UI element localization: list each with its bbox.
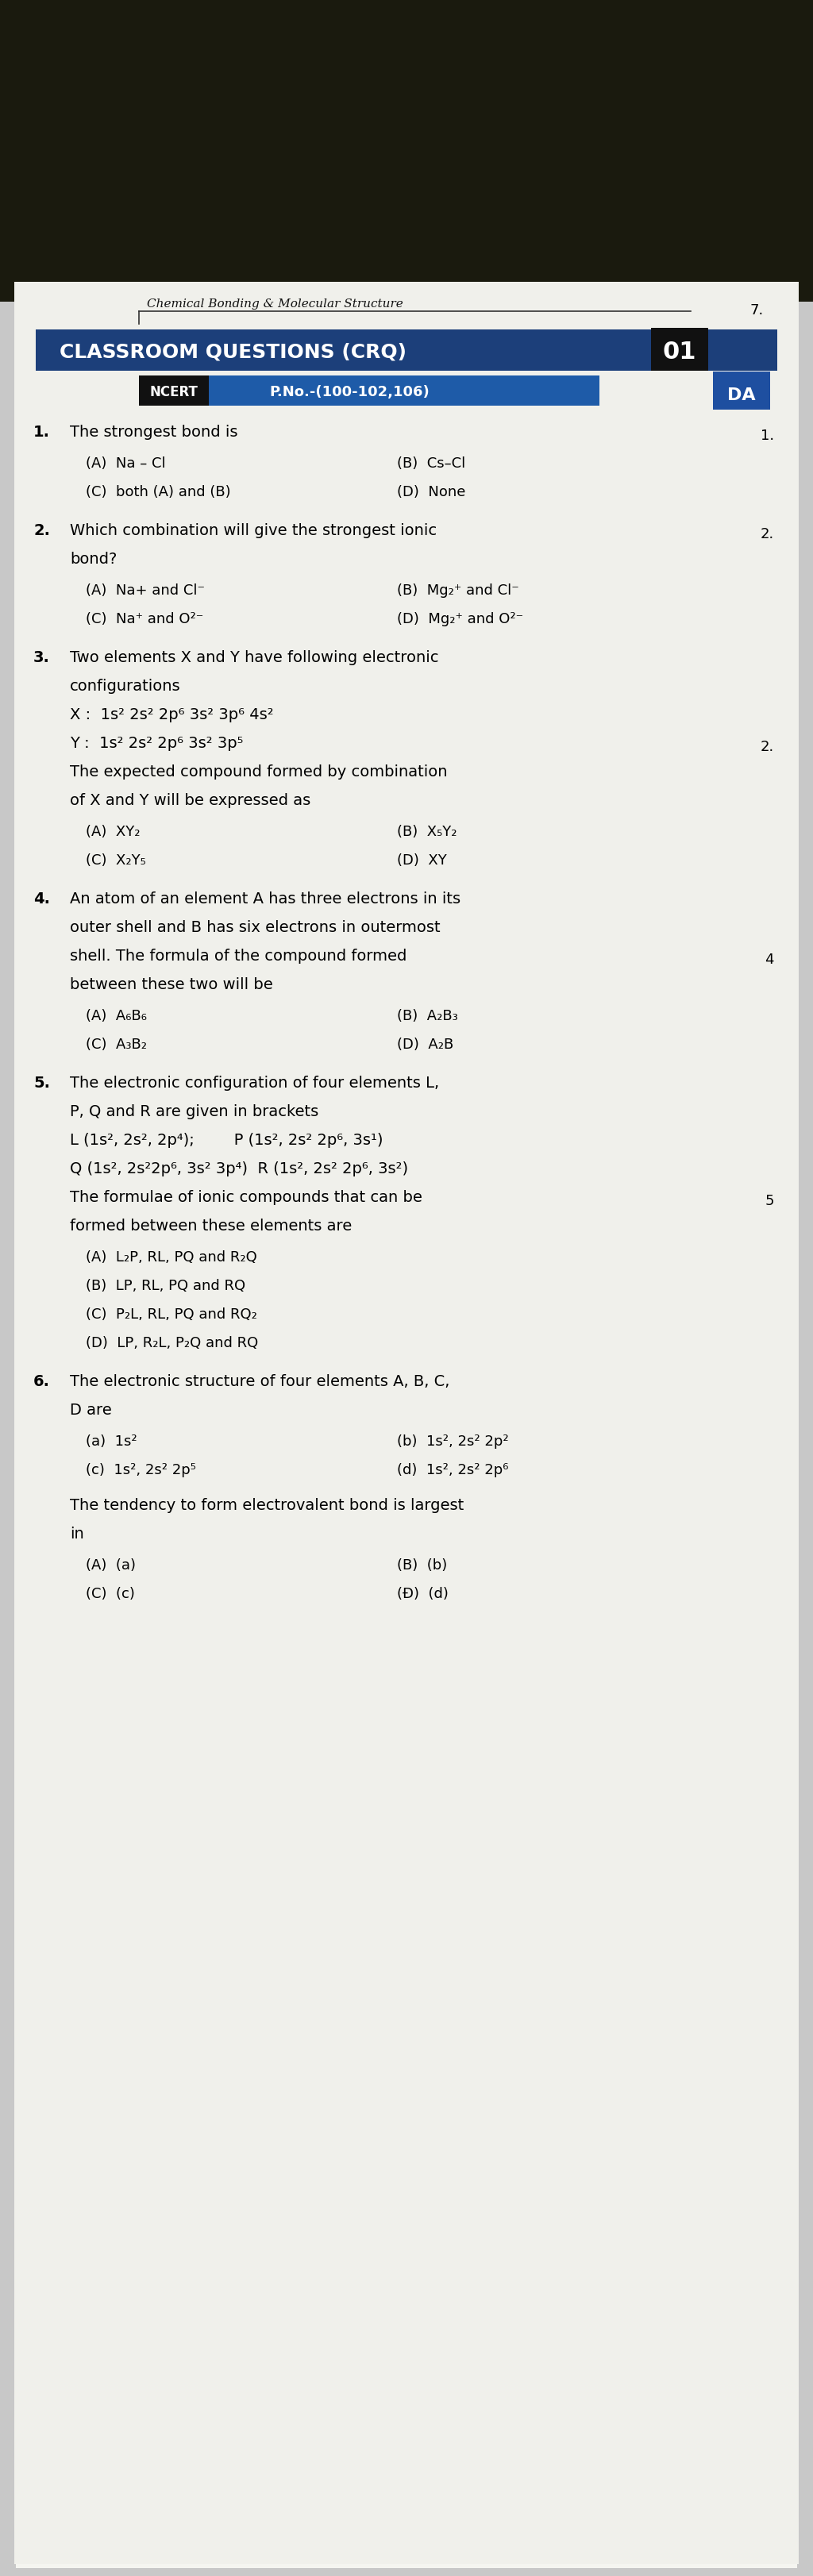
Text: between these two will be: between these two will be (70, 976, 273, 992)
Text: An atom of an element A has three electrons in its: An atom of an element A has three electr… (70, 891, 461, 907)
Text: (d)  1s², 2s² 2p⁶: (d) 1s², 2s² 2p⁶ (397, 1463, 508, 1476)
Bar (651, 327, 708, 371)
Text: X :  1s² 2s² 2p⁶ 3s² 3p⁶ 4s²: X : 1s² 2s² 2p⁶ 3s² 3p⁶ 4s² (70, 708, 274, 721)
Bar (16, 309, 797, 2568)
Text: 7.: 7. (750, 304, 764, 317)
Text: 1.: 1. (760, 428, 774, 443)
Text: (D)  None: (D) None (397, 484, 466, 500)
Text: 4: 4 (765, 953, 774, 966)
Text: 1.: 1. (33, 425, 50, 440)
Bar (0, 0, 813, 301)
Text: (A)  Na+ and Cl⁻: (A) Na+ and Cl⁻ (85, 585, 205, 598)
Text: The tendency to form electrovalent bond is largest: The tendency to form electrovalent bond … (70, 1499, 464, 1512)
Text: (C)  both (A) and (B): (C) both (A) and (B) (85, 484, 231, 500)
Text: (C)  (c): (C) (c) (85, 1587, 135, 1602)
Text: (D)  Mg₂⁺ and O²⁻: (D) Mg₂⁺ and O²⁻ (397, 613, 524, 626)
Text: CLASSROOM QUESTIONS (CRQ): CLASSROOM QUESTIONS (CRQ) (59, 343, 406, 361)
Text: (C)  Na⁺ and O²⁻: (C) Na⁺ and O²⁻ (85, 613, 203, 626)
Text: Chemical Bonding & Molecular Structure: Chemical Bonding & Molecular Structure (147, 299, 403, 309)
Text: (D)  A₂B: (D) A₂B (397, 1038, 454, 1051)
Text: (B)  Mg₂⁺ and Cl⁻: (B) Mg₂⁺ and Cl⁻ (397, 585, 519, 598)
Text: The electronic structure of four elements A, B, C,: The electronic structure of four element… (70, 1373, 450, 1388)
Bar (139, 376, 209, 404)
Text: (a)  1s²: (a) 1s² (85, 1435, 137, 1448)
Text: (A)  XY₂: (A) XY₂ (85, 824, 140, 840)
Bar (713, 371, 770, 410)
Text: The formulae of ionic compounds that can be: The formulae of ionic compounds that can… (70, 1190, 422, 1206)
Text: (C)  X₂Y₅: (C) X₂Y₅ (85, 853, 146, 868)
Text: 4.: 4. (33, 891, 50, 907)
Text: Which combination will give the strongest ionic: Which combination will give the stronges… (70, 523, 437, 538)
Text: P, Q and R are given in brackets: P, Q and R are given in brackets (70, 1105, 319, 1121)
Text: (Ð)  (d): (Ð) (d) (397, 1587, 449, 1602)
Text: outer shell and B has six electrons in outermost: outer shell and B has six electrons in o… (70, 920, 441, 935)
Text: of X and Y will be expressed as: of X and Y will be expressed as (70, 793, 311, 809)
Text: 2.: 2. (33, 523, 50, 538)
Text: DA: DA (728, 386, 756, 404)
Text: 2.: 2. (760, 528, 774, 541)
Text: (A)  (a): (A) (a) (85, 1558, 136, 1571)
Text: The expected compound formed by combination: The expected compound formed by combinat… (70, 765, 447, 781)
Text: (c)  1s², 2s² 2p⁵: (c) 1s², 2s² 2p⁵ (85, 1463, 196, 1476)
Text: (B)  Cs–Cl: (B) Cs–Cl (397, 456, 466, 471)
Text: (C)  A₃B₂: (C) A₃B₂ (85, 1038, 147, 1051)
Text: Y :  1s² 2s² 2p⁶ 3s² 3p⁵: Y : 1s² 2s² 2p⁶ 3s² 3p⁵ (70, 737, 243, 752)
Text: Q (1s², 2s²2p⁶, 3s² 3p⁴)  R (1s², 2s² 2p⁶, 3s²): Q (1s², 2s²2p⁶, 3s² 3p⁴) R (1s², 2s² 2p⁶… (70, 1162, 408, 1177)
Text: (B)  LP, RL, PQ and RQ: (B) LP, RL, PQ and RQ (85, 1278, 246, 1293)
Text: (A)  Na – Cl: (A) Na – Cl (85, 456, 166, 471)
Text: 01: 01 (663, 340, 697, 363)
Text: (C)  P₂L, RL, PQ and RQ₂: (C) P₂L, RL, PQ and RQ₂ (85, 1309, 257, 1321)
Text: (D)  XY: (D) XY (397, 853, 447, 868)
Text: 6.: 6. (33, 1373, 50, 1388)
Text: L (1s², 2s², 2p⁴);        P (1s², 2s² 2p⁶, 3s¹): L (1s², 2s², 2p⁴); P (1s², 2s² 2p⁶, 3s¹) (70, 1133, 383, 1149)
Text: D are: D are (70, 1404, 111, 1417)
Text: (B)  (b): (B) (b) (397, 1558, 447, 1571)
Text: 5: 5 (765, 1193, 774, 1208)
Text: (A)  A₆B₆: (A) A₆B₆ (85, 1010, 147, 1023)
Text: (B)  X₅Y₂: (B) X₅Y₂ (397, 824, 457, 840)
Text: The electronic configuration of four elements L,: The electronic configuration of four ele… (70, 1077, 439, 1090)
Text: 5.: 5. (33, 1077, 50, 1090)
Text: 2.: 2. (760, 739, 774, 755)
Text: (A)  L₂P, RL, PQ and R₂Q: (A) L₂P, RL, PQ and R₂Q (85, 1249, 257, 1265)
Text: in: in (70, 1528, 84, 1540)
Text: formed between these elements are: formed between these elements are (70, 1218, 352, 1234)
Bar (36, 330, 777, 371)
Text: NCERT: NCERT (150, 384, 198, 399)
Text: (D)  LP, R₂L, P₂Q and RQ: (D) LP, R₂L, P₂Q and RQ (85, 1337, 259, 1350)
Text: The strongest bond is: The strongest bond is (70, 425, 237, 440)
Text: bond?: bond? (70, 551, 117, 567)
Text: configurations: configurations (70, 677, 180, 693)
Text: (b)  1s², 2s² 2p²: (b) 1s², 2s² 2p² (397, 1435, 509, 1448)
Bar (139, 376, 599, 404)
Text: Two elements X and Y have following electronic: Two elements X and Y have following elec… (70, 649, 439, 665)
Bar (15, 281, 798, 2563)
Text: P.No.-(100-102,106): P.No.-(100-102,106) (269, 384, 429, 399)
Text: 3.: 3. (33, 649, 50, 665)
Text: shell. The formula of the compound formed: shell. The formula of the compound forme… (70, 948, 406, 963)
Text: (B)  A₂B₃: (B) A₂B₃ (397, 1010, 458, 1023)
